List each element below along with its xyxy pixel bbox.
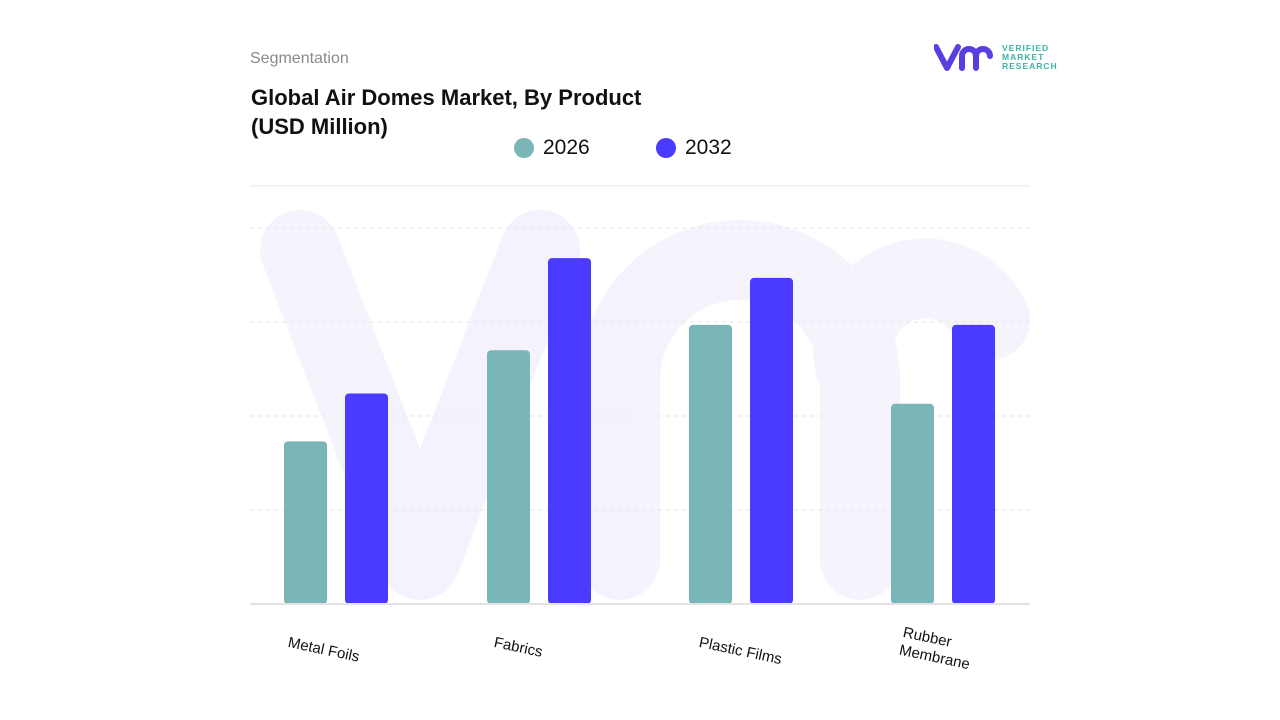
legend-item-2032: 2032 [656, 136, 732, 160]
bar-plastic-films-2032 [750, 277, 793, 604]
logo-line2: MARKET [1002, 51, 1045, 62]
bar-fabrics-2026 [487, 350, 530, 604]
legend-swatch-2032 [656, 138, 676, 158]
bar-metal-foils-2026 [284, 441, 327, 604]
chart-title-line1: Global Air Domes Market, By Product [251, 85, 642, 110]
vmr-logo-icon [934, 44, 993, 71]
bar-fabrics-2032 [548, 258, 591, 604]
legend-label-2026: 2026 [543, 136, 590, 159]
bar-plastic-films-2026 [689, 324, 732, 604]
watermark [260, 210, 1030, 600]
logo-line1: VERIFIED [1002, 42, 1050, 53]
bar-rubber-membrane-2026 [891, 403, 934, 604]
chart-title: Global Air Domes Market, By Product (USD… [251, 83, 731, 141]
bar-metal-foils-2032 [345, 393, 388, 604]
legend-item-2026: 2026 [514, 136, 590, 160]
bar-rubber-membrane-2032 [952, 324, 995, 604]
legend-label-2032: 2032 [685, 136, 732, 159]
legend-swatch-2026 [514, 138, 534, 158]
chart-title-line2: (USD Million) [251, 114, 388, 139]
logo-line3: RESEARCH [1002, 60, 1058, 71]
section-label: Segmentation [250, 50, 349, 67]
vmr-logo: VERIFIED MARKET RESEARCH [934, 42, 1058, 72]
